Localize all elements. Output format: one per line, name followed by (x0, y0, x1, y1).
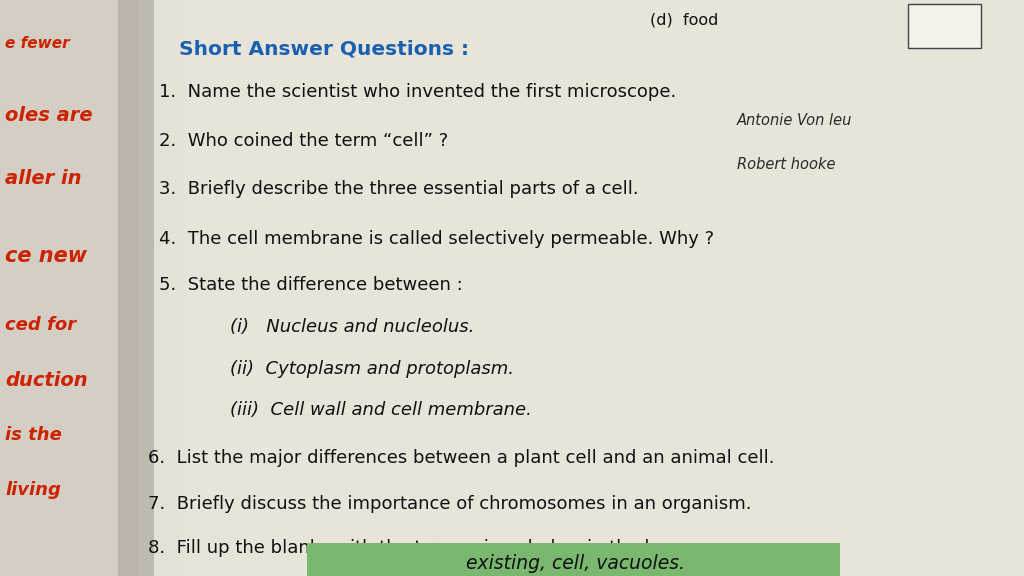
Text: Short Answer Questions :: Short Answer Questions : (179, 40, 469, 58)
Text: 2.  Who coined the term “cell” ?: 2. Who coined the term “cell” ? (159, 132, 447, 150)
FancyBboxPatch shape (0, 0, 138, 576)
FancyBboxPatch shape (307, 543, 840, 576)
Text: 3.  Briefly describe the three essential parts of a cell.: 3. Briefly describe the three essential … (159, 180, 638, 198)
Text: is the: is the (5, 426, 62, 444)
Text: duction: duction (5, 371, 88, 389)
FancyBboxPatch shape (118, 0, 154, 576)
Text: oles are: oles are (5, 106, 93, 124)
FancyBboxPatch shape (144, 0, 151, 576)
Text: Robert hooke: Robert hooke (737, 157, 836, 172)
Text: 4.  The cell membrane is called selectively permeable. Why ?: 4. The cell membrane is called selective… (159, 230, 714, 248)
Text: living: living (5, 480, 61, 499)
Text: (d)  food: (d) food (650, 13, 719, 28)
Text: 8.  Fill up the blanks with the terms given below in the box.: 8. Fill up the blanks with the terms giv… (148, 539, 683, 558)
Text: 6.  List the major differences between a plant cell and an animal cell.: 6. List the major differences between a … (148, 449, 775, 467)
FancyBboxPatch shape (908, 4, 981, 48)
Text: Antonie Von leu: Antonie Von leu (737, 113, 853, 128)
Text: 7.  Briefly discuss the importance of chromosomes in an organism.: 7. Briefly discuss the importance of chr… (148, 495, 752, 513)
Text: (i)   Nucleus and nucleolus.: (i) Nucleus and nucleolus. (230, 318, 475, 336)
Text: aller in: aller in (5, 169, 82, 188)
Text: e fewer: e fewer (5, 36, 70, 51)
Text: (ii)  Cytoplasm and protoplasm.: (ii) Cytoplasm and protoplasm. (230, 359, 514, 378)
Text: 1.  Name the scientist who invented the first microscope.: 1. Name the scientist who invented the f… (159, 83, 676, 101)
Text: (iii)  Cell wall and cell membrane.: (iii) Cell wall and cell membrane. (230, 401, 532, 419)
Text: ced for: ced for (5, 316, 76, 335)
Text: existing, cell, vacuoles.: existing, cell, vacuoles. (466, 554, 685, 573)
Text: ce new: ce new (5, 247, 87, 266)
FancyBboxPatch shape (138, 0, 144, 576)
FancyBboxPatch shape (157, 0, 163, 576)
FancyBboxPatch shape (151, 0, 157, 576)
FancyBboxPatch shape (138, 0, 1024, 576)
Text: 5.  State the difference between :: 5. State the difference between : (159, 276, 463, 294)
